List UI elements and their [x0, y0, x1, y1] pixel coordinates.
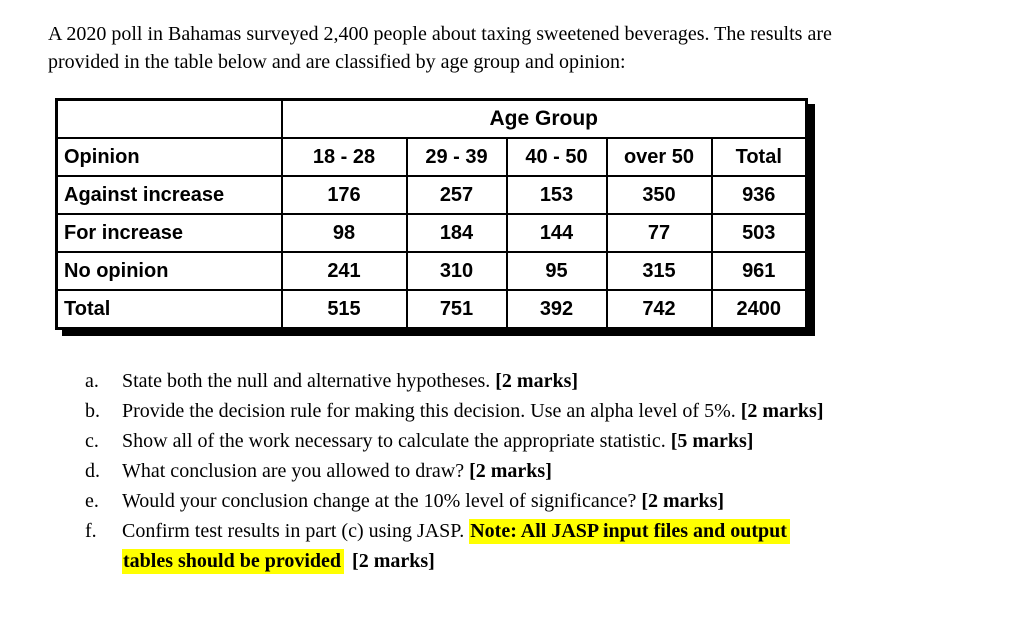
poll-table: Age Group Opinion 18 - 28 29 - 39 40 - 5…: [55, 98, 809, 330]
cell-value: 742: [605, 289, 713, 330]
table-row: For increase 98 184 144 77 503: [55, 213, 808, 253]
question-body: Provide the decision rule for making thi…: [122, 400, 741, 422]
col-header: 29 - 39: [405, 137, 508, 177]
note-highlight-line-1: Note: All JASP input files and output: [469, 519, 790, 544]
question-letter: c.: [85, 430, 99, 452]
question-item-c: c. Show all of the work necessary to cal…: [85, 426, 985, 456]
question-item-f: f. Confirm test results in part (c) usin…: [85, 516, 985, 576]
table-row: Total 515 751 392 742 2400: [55, 289, 808, 330]
question-text: Provide the decision rule for making thi…: [122, 396, 985, 426]
cell-value: 936: [710, 175, 808, 215]
question-item-e: e. Would your conclusion change at the 1…: [85, 486, 985, 516]
question-letter: f.: [85, 520, 97, 542]
table-row: Against increase 176 257 153 350 936: [55, 175, 808, 215]
cell-value: 515: [280, 289, 408, 330]
question-text: State both the null and alternative hypo…: [122, 366, 985, 396]
question-text: Show all of the work necessary to calcul…: [122, 426, 985, 456]
question-body: What conclusion are you allowed to draw?: [122, 460, 470, 482]
question-body: Confirm test results in part (c) using J…: [122, 520, 470, 542]
cell-value: 184: [405, 213, 508, 253]
question-letter: d.: [85, 460, 100, 482]
marks-label: [2 marks]: [740, 400, 824, 422]
table-row: Age Group: [55, 98, 808, 139]
cell-value: 176: [280, 175, 408, 215]
question-body: Show all of the work necessary to calcul…: [122, 430, 671, 452]
question-body: State both the null and alternative hypo…: [122, 370, 496, 392]
col-header: over 50: [605, 137, 713, 177]
marks-label: [2 marks]: [641, 490, 725, 512]
question-item-a: a. State both the null and alternative h…: [85, 366, 985, 396]
intro-paragraph: A 2020 poll in Bahamas surveyed 2,400 pe…: [48, 20, 1006, 76]
table-header-row: Opinion 18 - 28 29 - 39 40 - 50 over 50 …: [55, 137, 808, 177]
col-header: 18 - 28: [280, 137, 408, 177]
question-letter: b.: [85, 400, 100, 422]
cell-value: 350: [605, 175, 713, 215]
col-header: 40 - 50: [505, 137, 608, 177]
marks-label: [5 marks]: [670, 430, 754, 452]
document: A 2020 poll in Bahamas surveyed 2,400 pe…: [48, 20, 1006, 576]
row-label: Against increase: [55, 175, 283, 215]
cell-value: 503: [710, 213, 808, 253]
question-text: Confirm test results in part (c) using J…: [122, 516, 985, 576]
cell-value: 315: [605, 251, 713, 291]
cell-value: 751: [405, 289, 508, 330]
note-highlight-line-2: tables should be provided: [122, 549, 345, 574]
question-letter: e.: [85, 490, 99, 512]
cell-value: 144: [505, 213, 608, 253]
intro-line-2: provided in the table below and are clas…: [48, 51, 626, 73]
cell-value: 153: [505, 175, 608, 215]
cell-value: 95: [505, 251, 608, 291]
question-item-d: d. What conclusion are you allowed to dr…: [85, 456, 985, 486]
row-label: Total: [55, 289, 283, 330]
marks-label: [2 marks]: [495, 370, 579, 392]
cell-value: 961: [710, 251, 808, 291]
question-letter: a.: [85, 370, 99, 392]
question-text: What conclusion are you allowed to draw?…: [122, 456, 985, 486]
table-row: No opinion 241 310 95 315 961: [55, 251, 808, 291]
cell-value: 257: [405, 175, 508, 215]
row-label: No opinion: [55, 251, 283, 291]
row-label: For increase: [55, 213, 283, 253]
col-header-opinion: Opinion: [55, 137, 283, 177]
cell-value: 77: [605, 213, 713, 253]
intro-line-1: A 2020 poll in Bahamas surveyed 2,400 pe…: [48, 23, 832, 45]
marks-label: [2 marks]: [352, 550, 435, 572]
cell-value: 241: [280, 251, 408, 291]
question-list: a. State both the null and alternative h…: [85, 366, 985, 576]
question-item-b: b. Provide the decision rule for making …: [85, 396, 985, 426]
cell-value: 98: [280, 213, 408, 253]
corner-cell: [55, 98, 283, 139]
cell-value: 2400: [710, 289, 808, 330]
question-body: Would your conclusion change at the 10% …: [122, 490, 642, 512]
cell-value: 392: [505, 289, 608, 330]
question-text: Would your conclusion change at the 10% …: [122, 486, 985, 516]
marks-label: [2 marks]: [469, 460, 552, 482]
age-group-header: Age Group: [280, 98, 808, 139]
col-header: Total: [710, 137, 808, 177]
cell-value: 310: [405, 251, 508, 291]
